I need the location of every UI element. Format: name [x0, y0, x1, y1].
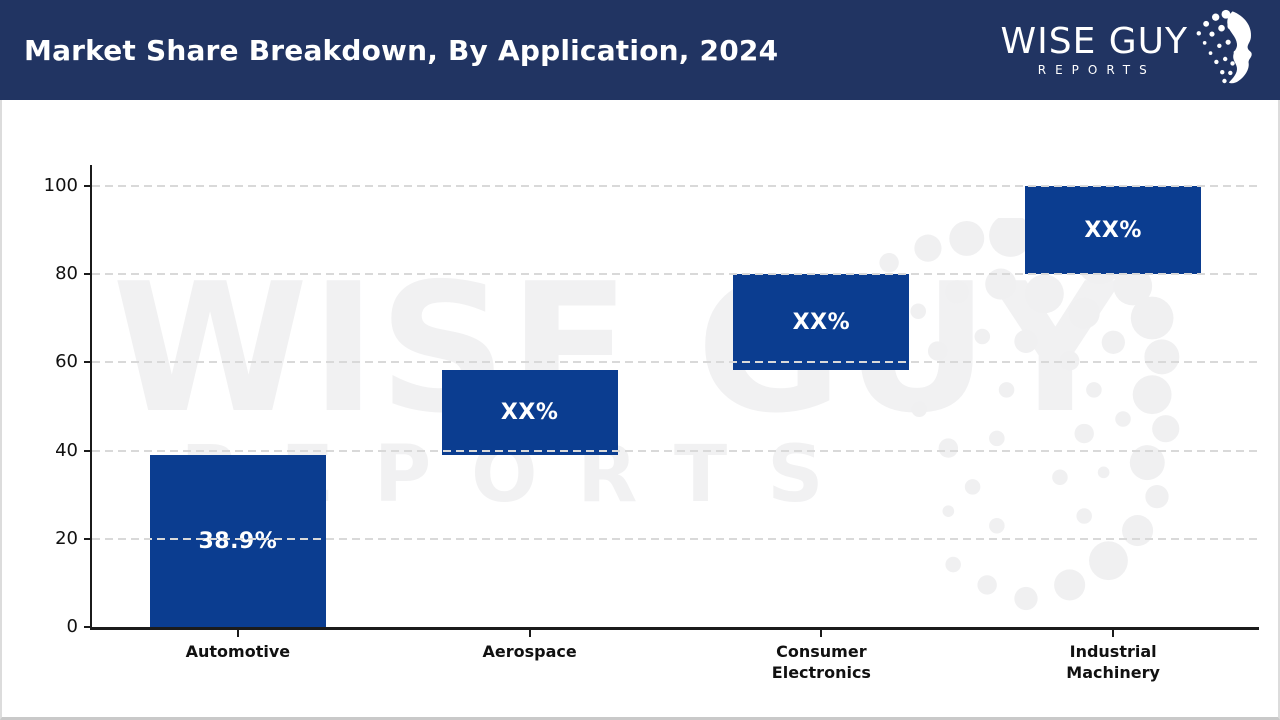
gridline-60: [92, 361, 1259, 364]
bar-value-label: XX%: [792, 309, 851, 335]
bar-industrial-machinery: XX%: [1025, 186, 1202, 275]
y-axis-tick: [84, 273, 92, 276]
bar-value-label: XX%: [500, 400, 559, 426]
y-tick-label: 40: [55, 439, 78, 461]
bar-consumer-electronics: XX%: [733, 274, 910, 370]
bar-aerospace: XX%: [441, 369, 618, 456]
y-tick-label: 0: [66, 616, 78, 637]
bar-value-label: XX%: [1084, 217, 1142, 243]
gridline-80: [92, 273, 1259, 276]
y-tick-label: 80: [55, 263, 78, 285]
x-category-label: Industrial Machinery: [1066, 642, 1160, 682]
brand-name: WISE GUY: [1000, 20, 1188, 62]
gridline-40: [92, 449, 1259, 452]
y-axis-tick: [84, 537, 92, 540]
gridline-20: [92, 537, 1259, 540]
x-axis-tick: [820, 630, 823, 637]
x-axis-tick: [528, 630, 531, 637]
y-axis-tick: [84, 361, 92, 364]
y-axis-tick: [84, 626, 92, 628]
page-title: Market Share Breakdown, By Application, …: [24, 33, 779, 67]
x-axis-tick: [236, 630, 239, 637]
gridline-100: [92, 185, 1259, 187]
bar-automotive: 38.9%: [149, 455, 326, 627]
x-category-label: Aerospace: [482, 642, 577, 661]
y-axis-tick: [84, 449, 92, 452]
wiseguy-face-icon: [1196, 9, 1252, 84]
brand-logo: WISE GUY REPORTS: [1000, 9, 1257, 88]
chart-area: WISE GUY REPORTS: [0, 100, 1280, 720]
plot-area: 38.9% XX% XX% XX%: [90, 165, 1259, 630]
y-tick-label: 60: [55, 351, 78, 373]
header-bar: Market Share Breakdown, By Application, …: [0, 0, 1280, 100]
brand-logo-text: WISE GUY REPORTS: [1000, 20, 1189, 77]
y-tick-label: 20: [55, 527, 78, 549]
x-category-label: Automotive: [185, 642, 291, 661]
brand-subname: REPORTS: [1037, 62, 1156, 77]
y-tick-label: 100: [43, 175, 78, 196]
x-category-label: Consumer Electronics: [771, 642, 871, 682]
x-axis-tick: [1112, 630, 1115, 637]
y-axis-tick: [84, 185, 92, 187]
bar-value-label: 38.9%: [198, 528, 278, 554]
